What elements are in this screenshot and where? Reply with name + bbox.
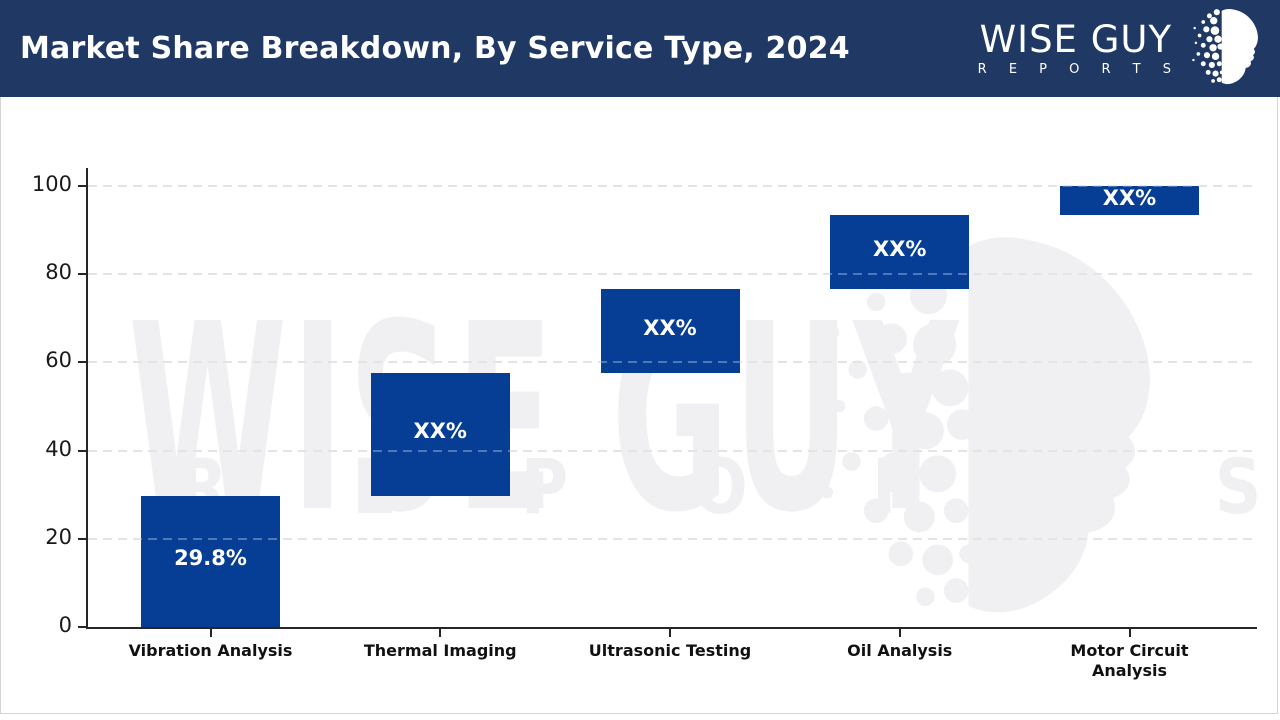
logo-tagline: R E P O R T S [977, 61, 1180, 77]
y-gridline-overlay [88, 537, 1257, 540]
y-tick-mark [78, 537, 86, 540]
y-gridline [88, 273, 1257, 276]
y-tick-mark [78, 273, 86, 276]
y-gridline-overlay [88, 185, 1257, 187]
y-gridline-overlay [88, 273, 1257, 276]
y-tick-label: 60 [45, 348, 72, 373]
face-profile-icon [1192, 9, 1258, 85]
y-tick-mark [78, 449, 86, 452]
y-tick-mark [78, 185, 86, 187]
y-axis-line [86, 168, 88, 629]
y-gridline [88, 537, 1257, 540]
bar-value-label: 29.8% [174, 546, 247, 571]
logo-text: WISE GUY R E P O R T S [972, 18, 1180, 77]
wise-guy-logo: WISE GUY R E P O R T S [972, 6, 1266, 92]
bar-value-label: XX% [643, 316, 697, 341]
x-category-label: Thermal Imaging [363, 641, 517, 660]
x-tick-mark [898, 629, 901, 637]
y-gridline-overlay [88, 449, 1257, 452]
y-gridline [88, 449, 1257, 452]
y-tick-label: 40 [45, 436, 72, 461]
bar-value-label: XX% [873, 237, 927, 262]
logo-name: WISE GUY [979, 18, 1173, 62]
page-title: Market Share Breakdown, By Service Type,… [20, 31, 850, 66]
bar-segment [141, 495, 280, 627]
bar-segment [370, 372, 510, 496]
y-tick-mark [78, 361, 86, 364]
y-tick-label: 100 [31, 172, 72, 196]
bar-segment [830, 215, 970, 290]
y-tick-label: 20 [45, 524, 72, 549]
bar-value-label: XX% [1102, 185, 1157, 210]
x-axis-line [86, 627, 1257, 629]
x-tick-mark [1128, 629, 1131, 637]
y-tick-mark [78, 626, 86, 628]
x-tick-mark [209, 629, 212, 637]
y-tick-label: 80 [45, 260, 72, 285]
y-gridline-overlay [88, 361, 1257, 364]
x-category-label: Vibration Analysis [128, 641, 293, 660]
bar-value-label: XX% [413, 419, 467, 444]
header-bar: Market Share Breakdown, By Service Type,… [0, 0, 1280, 97]
bar-segment [1060, 186, 1199, 216]
x-tick-mark [439, 629, 442, 637]
y-tick-label: 0 [58, 613, 72, 637]
y-gridline [88, 185, 1257, 187]
x-category-label: Ultrasonic Testing [588, 641, 752, 660]
x-category-label: Motor Circuit Analysis [1070, 641, 1189, 680]
x-tick-mark [669, 629, 671, 637]
x-category-label: Oil Analysis [847, 641, 953, 660]
bar-segment [600, 289, 740, 373]
